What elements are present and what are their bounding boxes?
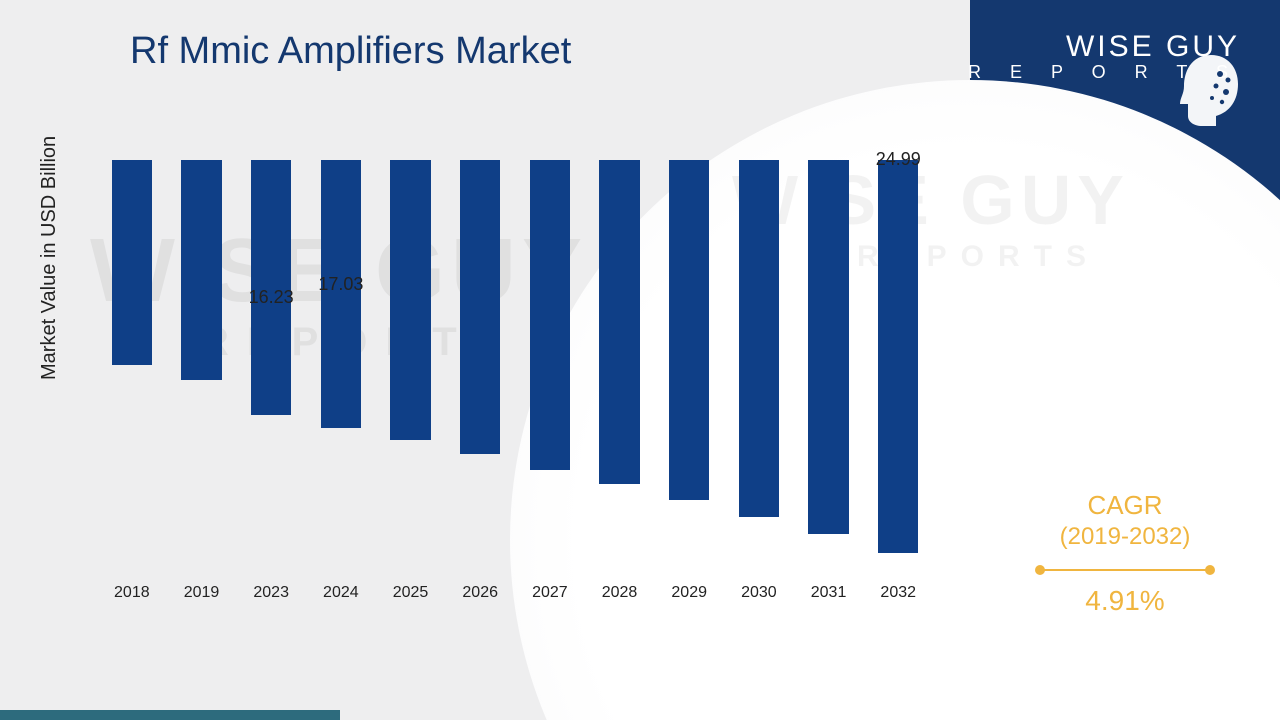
x-tick-label: 2024	[315, 584, 367, 602]
head-icon	[1176, 50, 1246, 130]
x-axis-labels: 2018 2019 2023 2024 2025 2026 2027 2028 2029 2030…	[100, 584, 930, 602]
x-tick-label: 2032	[872, 584, 924, 602]
bar-value-label: 16.23	[249, 287, 294, 308]
x-tick-label: 2019	[176, 584, 228, 602]
bar	[878, 160, 918, 553]
bar-wrap	[454, 160, 506, 569]
bar	[181, 160, 221, 380]
bar-wrap	[594, 160, 646, 569]
bar	[739, 160, 779, 517]
bar	[112, 160, 152, 365]
bar-wrap: 24.99	[872, 160, 924, 569]
bar-value-label: 17.03	[318, 274, 363, 295]
bar-wrap	[385, 160, 437, 569]
x-tick-label: 2029	[663, 584, 715, 602]
bar-wrap	[733, 160, 785, 569]
y-axis-label: Market Value in USD Billion	[38, 136, 61, 380]
bar-wrap	[663, 160, 715, 569]
page: { "title": "Rf Mmic Amplifiers Market", …	[0, 0, 1280, 720]
x-tick-label: 2023	[245, 584, 297, 602]
bar-wrap	[176, 160, 228, 569]
x-tick-label: 2031	[803, 584, 855, 602]
bars-container: 16.23 17.03 24.99	[100, 160, 930, 569]
cagr-block: CAGR (2019-2032) 4.91%	[1020, 490, 1230, 617]
cagr-label: CAGR	[1020, 490, 1230, 521]
bar-chart: Market Value in USD Billion 16.2317.0324…	[60, 150, 930, 610]
bar	[460, 160, 500, 454]
bottom-accent-bar	[0, 710, 340, 720]
x-tick-label: 2018	[106, 584, 158, 602]
plot-area: 16.23 17.03 24.99	[100, 160, 930, 570]
x-tick-label: 2026	[454, 584, 506, 602]
chart-title: Rf Mmic Amplifiers Market	[130, 30, 571, 73]
bar	[390, 160, 430, 440]
cagr-range: (2019-2032)	[1020, 523, 1230, 551]
bar-wrap: 17.03	[315, 160, 367, 569]
x-tick-label: 2027	[524, 584, 576, 602]
bar-wrap	[106, 160, 158, 569]
bar-wrap	[803, 160, 855, 569]
brand-logo: WISE GUY R E P O R T S	[968, 30, 1240, 83]
bar	[808, 160, 848, 534]
x-tick-label: 2028	[594, 584, 646, 602]
bar-value-label: 24.99	[876, 149, 921, 170]
cagr-divider	[1040, 569, 1210, 571]
x-tick-label: 2030	[733, 584, 785, 602]
bar-wrap	[524, 160, 576, 569]
bar-wrap: 16.23	[245, 160, 297, 569]
cagr-value: 4.91%	[1020, 585, 1230, 617]
bar	[599, 160, 639, 484]
bar	[530, 160, 570, 470]
bar	[669, 160, 709, 500]
x-tick-label: 2025	[385, 584, 437, 602]
